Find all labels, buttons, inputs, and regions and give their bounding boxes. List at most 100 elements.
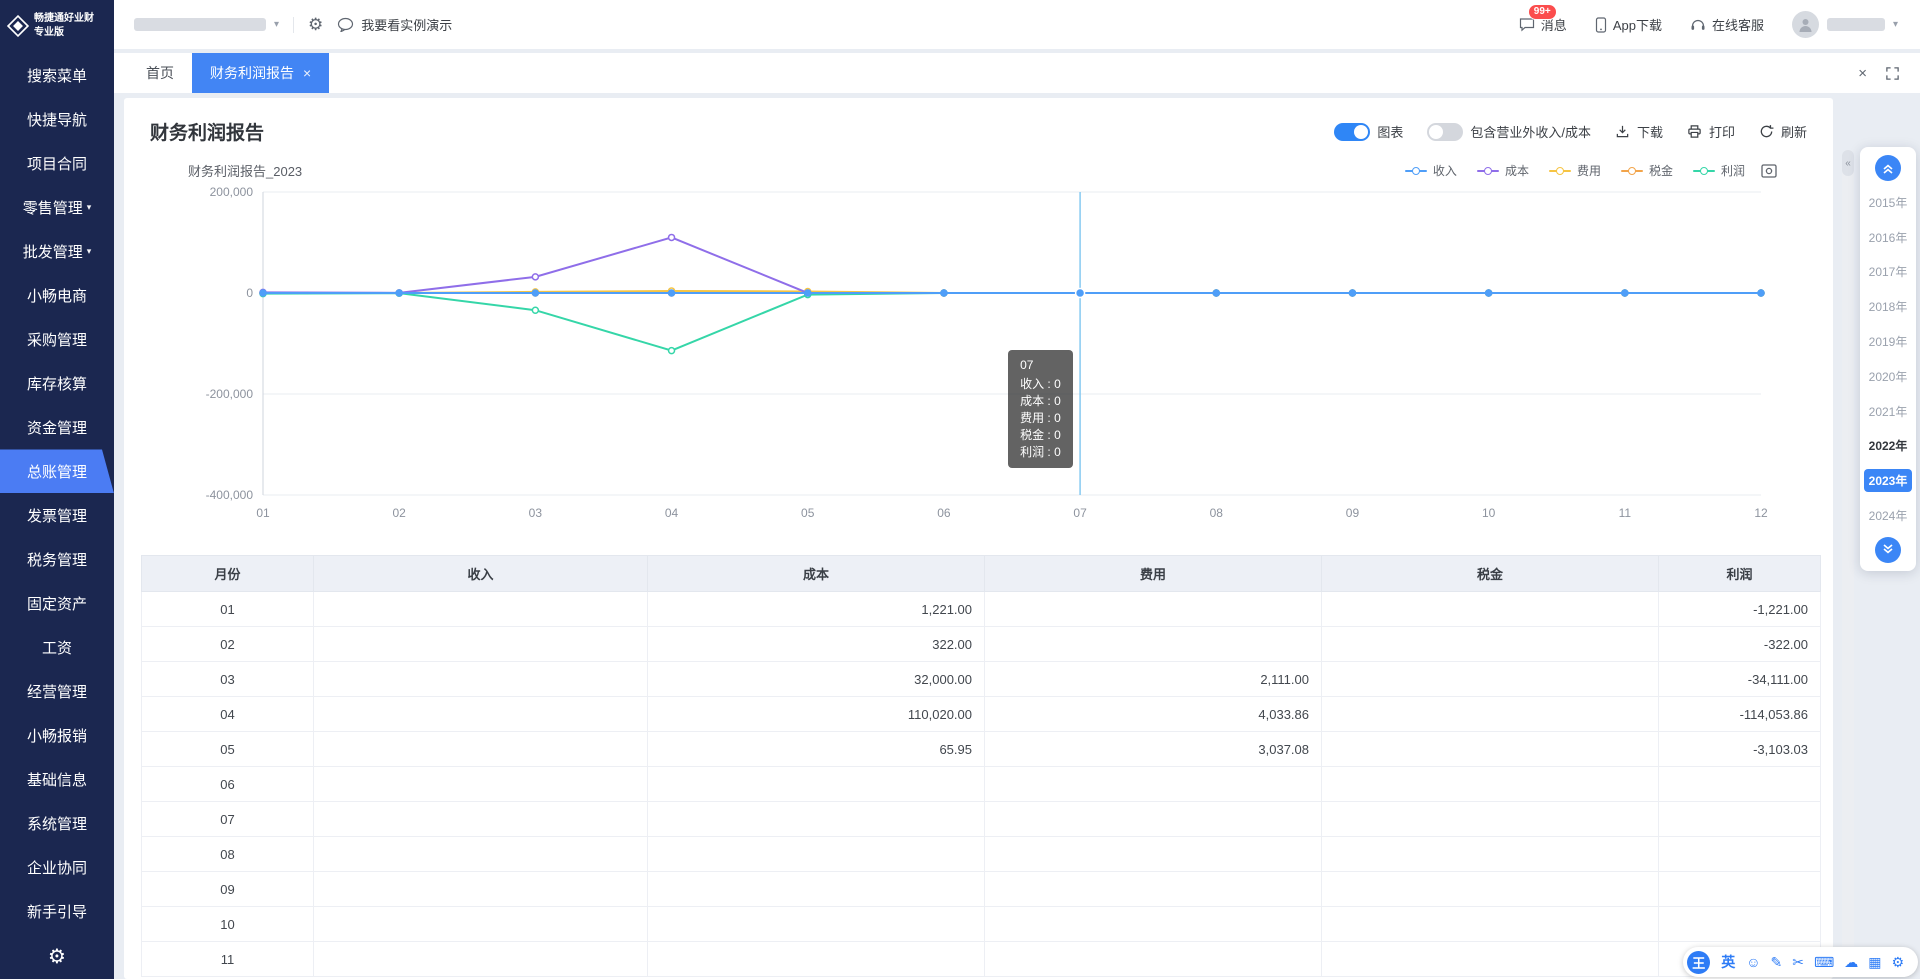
tab-0[interactable]: 首页 [128, 53, 192, 93]
value-cell [1321, 591, 1659, 627]
year-option[interactable]: 2023年 [1863, 469, 1913, 493]
sidebar-item-12[interactable]: 固定资产 [0, 581, 114, 625]
table-row[interactable]: 09 [141, 871, 1821, 907]
handwriting-pen-icon[interactable]: ✎ [1770, 953, 1783, 970]
company-selector[interactable]: ▾ [134, 18, 279, 31]
table-row[interactable]: 06 [141, 766, 1821, 802]
sidebar-item-9[interactable]: 总账管理 [0, 449, 114, 493]
cloud-icon[interactable]: ☁ [1844, 953, 1859, 970]
close-icon[interactable]: × [303, 65, 312, 81]
sidebar-item-4[interactable]: 批发管理 ▾ [0, 229, 114, 273]
sidebar-item-14[interactable]: 经营管理 [0, 669, 114, 713]
save-image-icon[interactable] [1761, 163, 1777, 178]
messages-button[interactable]: 消息 99+ [1519, 4, 1567, 34]
sidebar-item-7[interactable]: 库存核算 [0, 361, 114, 405]
scroll-years-up-button[interactable] [1875, 155, 1901, 181]
month-cell: 11 [141, 941, 314, 977]
sidebar-item-15[interactable]: 小畅报销 [0, 713, 114, 757]
value-cell [984, 871, 1322, 907]
value-cell [1321, 801, 1659, 837]
scroll-years-down-button[interactable] [1875, 537, 1901, 563]
year-option[interactable]: 2021年 [1868, 404, 1908, 419]
chart[interactable]: 200,000 0 -200,000 -400,000 01 02 03 04 05 06 07 08… [124, 182, 1833, 527]
sidebar-item-0[interactable]: 搜索菜单 [0, 53, 114, 97]
sidebar-item-19[interactable]: 新手引导 [0, 889, 114, 933]
month-cell: 10 [141, 906, 314, 942]
value-cell [1321, 906, 1659, 942]
table-row[interactable]: 11 [141, 941, 1821, 977]
ime-toolbar: 王 英 ☺ ✎ ✂ ⌨ ☁ ▦ ⚙ [1683, 947, 1918, 977]
table-row[interactable]: 03 32,000.00 2,111.00 -34,111.00 [141, 661, 1821, 697]
sidebar-item-2[interactable]: 项目合同 [0, 141, 114, 185]
include-nonoperating-toggle[interactable] [1427, 122, 1464, 141]
legend-item[interactable]: 成本 [1476, 162, 1529, 179]
app-logo: 畅捷通好业财 专业版 [0, 0, 114, 51]
print-button[interactable]: 打印 [1687, 122, 1735, 141]
vertical-scrollbar[interactable]: « [1842, 150, 1854, 963]
close-page-icon[interactable]: × [1858, 64, 1867, 82]
sidebar-item-label: 新手引导 [26, 903, 87, 921]
sidebar-item-8[interactable]: 资金管理 [0, 405, 114, 449]
demo-link[interactable]: 我要看实例演示 [337, 15, 452, 34]
workspace-settings-icon[interactable]: ⚙ [308, 14, 324, 34]
double-chevron-down-icon [1883, 544, 1893, 554]
year-option[interactable]: 2016年 [1868, 230, 1908, 245]
sidebar-item-16[interactable]: 基础信息 [0, 757, 114, 801]
year-option[interactable]: 2022年 [1868, 439, 1908, 454]
chart-view-toggle[interactable] [1334, 122, 1371, 141]
app-download-button[interactable]: App下载 [1595, 15, 1662, 34]
refresh-button[interactable]: 刷新 [1759, 122, 1807, 141]
year-option[interactable]: 2024年 [1868, 509, 1908, 524]
collapse-year-panel-handle[interactable]: « [1842, 150, 1854, 176]
table-row[interactable]: 08 [141, 836, 1821, 872]
download-label: 下载 [1636, 125, 1663, 140]
sidebar-item-6[interactable]: 采购管理 [0, 317, 114, 361]
legend-marker-icon [1476, 166, 1499, 175]
toolbox-icon[interactable]: ▦ [1868, 953, 1882, 970]
sidebar-item-13[interactable]: 工资 [0, 625, 114, 669]
year-option[interactable]: 2020年 [1868, 369, 1908, 384]
tab-1[interactable]: 财务利润报告 × [192, 53, 330, 93]
support-button[interactable]: 在线客服 [1690, 15, 1764, 34]
ime-settings-icon[interactable]: ⚙ [1891, 953, 1904, 970]
emoji-icon[interactable]: ☺ [1746, 954, 1761, 970]
table-row[interactable]: 10 [141, 906, 1821, 942]
settings-gear-icon[interactable]: ⚙ [48, 945, 66, 968]
speech-bubble-icon [338, 17, 354, 32]
screenshot-scissors-icon[interactable]: ✂ [1792, 953, 1804, 970]
sidebar-item-1[interactable]: 快捷导航 [0, 97, 114, 141]
column-header: 成本 [647, 555, 985, 592]
legend-item[interactable]: 费用 [1548, 162, 1601, 179]
year-option[interactable]: 2018年 [1868, 300, 1908, 315]
table-row[interactable]: 07 [141, 801, 1821, 837]
download-button[interactable]: 下载 [1615, 122, 1663, 141]
fullscreen-icon[interactable] [1885, 66, 1900, 81]
sidebar-item-3[interactable]: 零售管理 ▾ [0, 185, 114, 229]
table-row[interactable]: 01 1,221.00 -1,221.00 [141, 591, 1821, 627]
sidebar-item-label: 批发管理 [22, 243, 83, 261]
month-cell: 07 [141, 801, 314, 837]
sidebar-item-17[interactable]: 系统管理 [0, 801, 114, 845]
sidebar-item-5[interactable]: 小畅电商 [0, 273, 114, 317]
user-menu[interactable]: ▾ [1791, 11, 1898, 38]
sidebar-item-18[interactable]: 企业协同 [0, 845, 114, 889]
table-row[interactable]: 02 322.00 -322.00 [141, 626, 1821, 662]
ime-logo[interactable]: 王 [1687, 950, 1711, 974]
legend-item[interactable]: 利润 [1692, 162, 1745, 179]
legend-item[interactable]: 税金 [1620, 162, 1673, 179]
keyboard-icon[interactable]: ⌨ [1813, 953, 1835, 970]
year-option[interactable]: 2019年 [1868, 335, 1908, 350]
sidebar-item-11[interactable]: 税务管理 [0, 537, 114, 581]
sidebar-item-label: 小畅报销 [26, 727, 87, 745]
year-option[interactable]: 2017年 [1868, 265, 1908, 280]
table-row[interactable]: 04 110,020.00 4,033.86 -114,053.86 [141, 696, 1821, 732]
legend-item[interactable]: 收入 [1404, 162, 1457, 179]
year-option[interactable]: 2015年 [1868, 195, 1908, 210]
value-cell [1321, 871, 1659, 907]
value-cell [984, 836, 1322, 872]
value-cell [1658, 906, 1821, 942]
ime-language-indicator[interactable]: 英 [1721, 954, 1736, 970]
table-row[interactable]: 05 65.95 3,037.08 -3,103.03 [141, 731, 1821, 767]
sidebar-item-10[interactable]: 发票管理 [0, 493, 114, 537]
